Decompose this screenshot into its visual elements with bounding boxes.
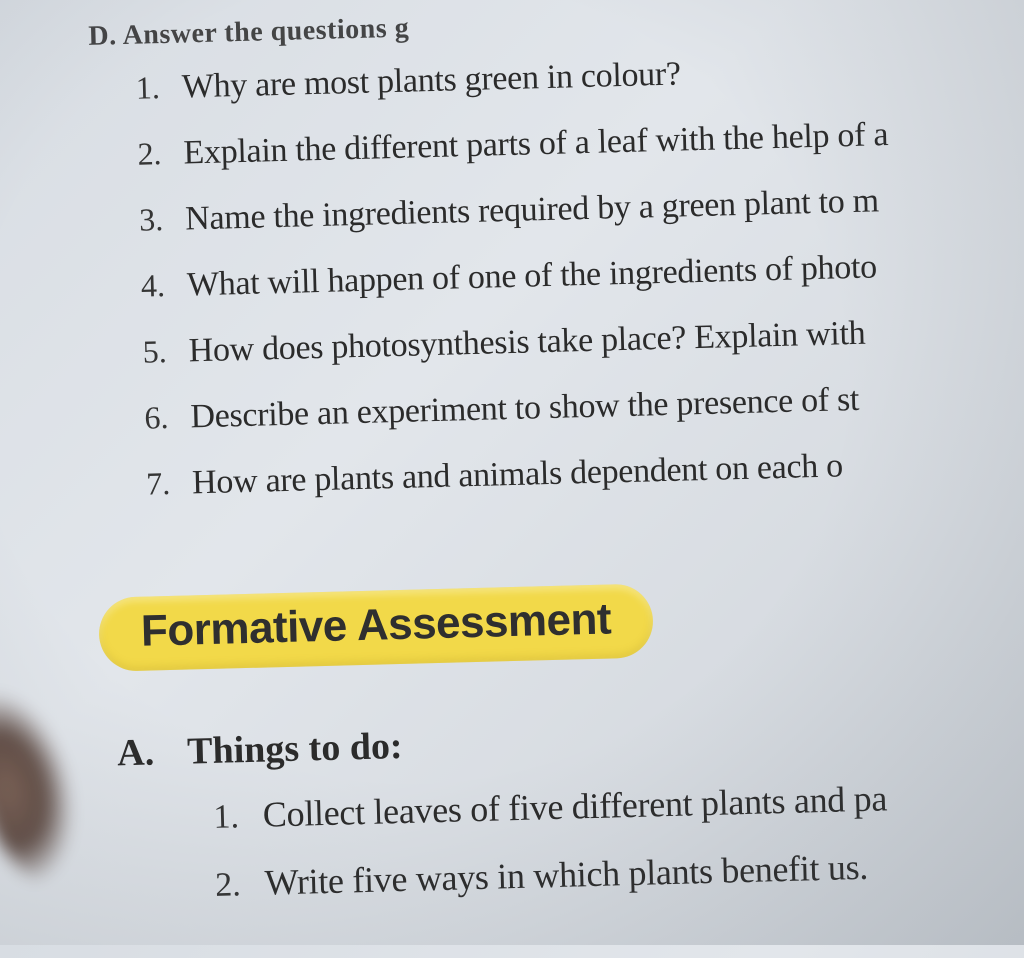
question-number: 3. [113,201,164,239]
textbook-page: D. Answer the questions g 1. Why are mos… [0,0,1024,958]
question-text: What will happen of one of the ingredien… [186,248,877,304]
todo-item: 1. Collect leaves of five different plan… [188,773,1024,837]
todo-text: Write five ways in which plants benefit … [264,846,868,904]
question-text: Describe an experiment to show the prese… [190,381,860,436]
todo-number: 1. [188,798,239,837]
todo-list: 1. Collect leaves of five different plan… [188,773,1024,905]
question-item: 4. What will happen of one of the ingred… [115,245,1020,307]
question-item: 3. Name the ingredients required by a gr… [113,179,1018,241]
question-item: 7. How are plants and animals dependent … [120,443,1024,505]
question-list: 1. Why are most plants green in colour? … [109,47,1024,505]
question-item: 5. How does photosynthesis take place? E… [116,311,1021,373]
section-letter: A. [117,730,188,776]
question-text: Explain the different parts of a leaf wi… [183,116,889,172]
question-text: How are plants and animals dependent on … [192,447,844,502]
todo-item: 2. Write five ways in which plants benef… [190,841,1024,905]
section-a: A. Things to do: 1. Collect leaves of fi… [117,708,1024,908]
question-number: 1. [109,69,160,107]
question-number: 6. [118,399,169,437]
section-title: Things to do: [187,724,403,774]
formative-heading-wrap: Formative Assessment [98,583,654,671]
question-text: Why are most plants green in colour? [181,55,681,106]
question-item: 6. Describe an experiment to show the pr… [118,377,1023,439]
question-item: 1. Why are most plants green in colour? [109,47,1014,109]
section-label-row: A. Things to do: [117,708,1024,776]
question-number: 2. [111,135,162,173]
question-number: 4. [115,267,166,305]
question-number: 5. [116,333,167,371]
question-item: 2. Explain the different parts of a leaf… [111,113,1016,175]
question-number: 7. [120,465,171,503]
formative-heading: Formative Assessment [140,594,611,655]
question-text: Name the ingredients required by a green… [185,182,880,238]
partial-header: D. Answer the questions g [88,0,1013,53]
todo-text: Collect leaves of five different plants … [262,777,887,835]
question-text: How does photosynthesis take place? Expl… [188,315,866,371]
highlight-pill: Formative Assessment [98,583,654,671]
todo-number: 2. [190,866,241,905]
